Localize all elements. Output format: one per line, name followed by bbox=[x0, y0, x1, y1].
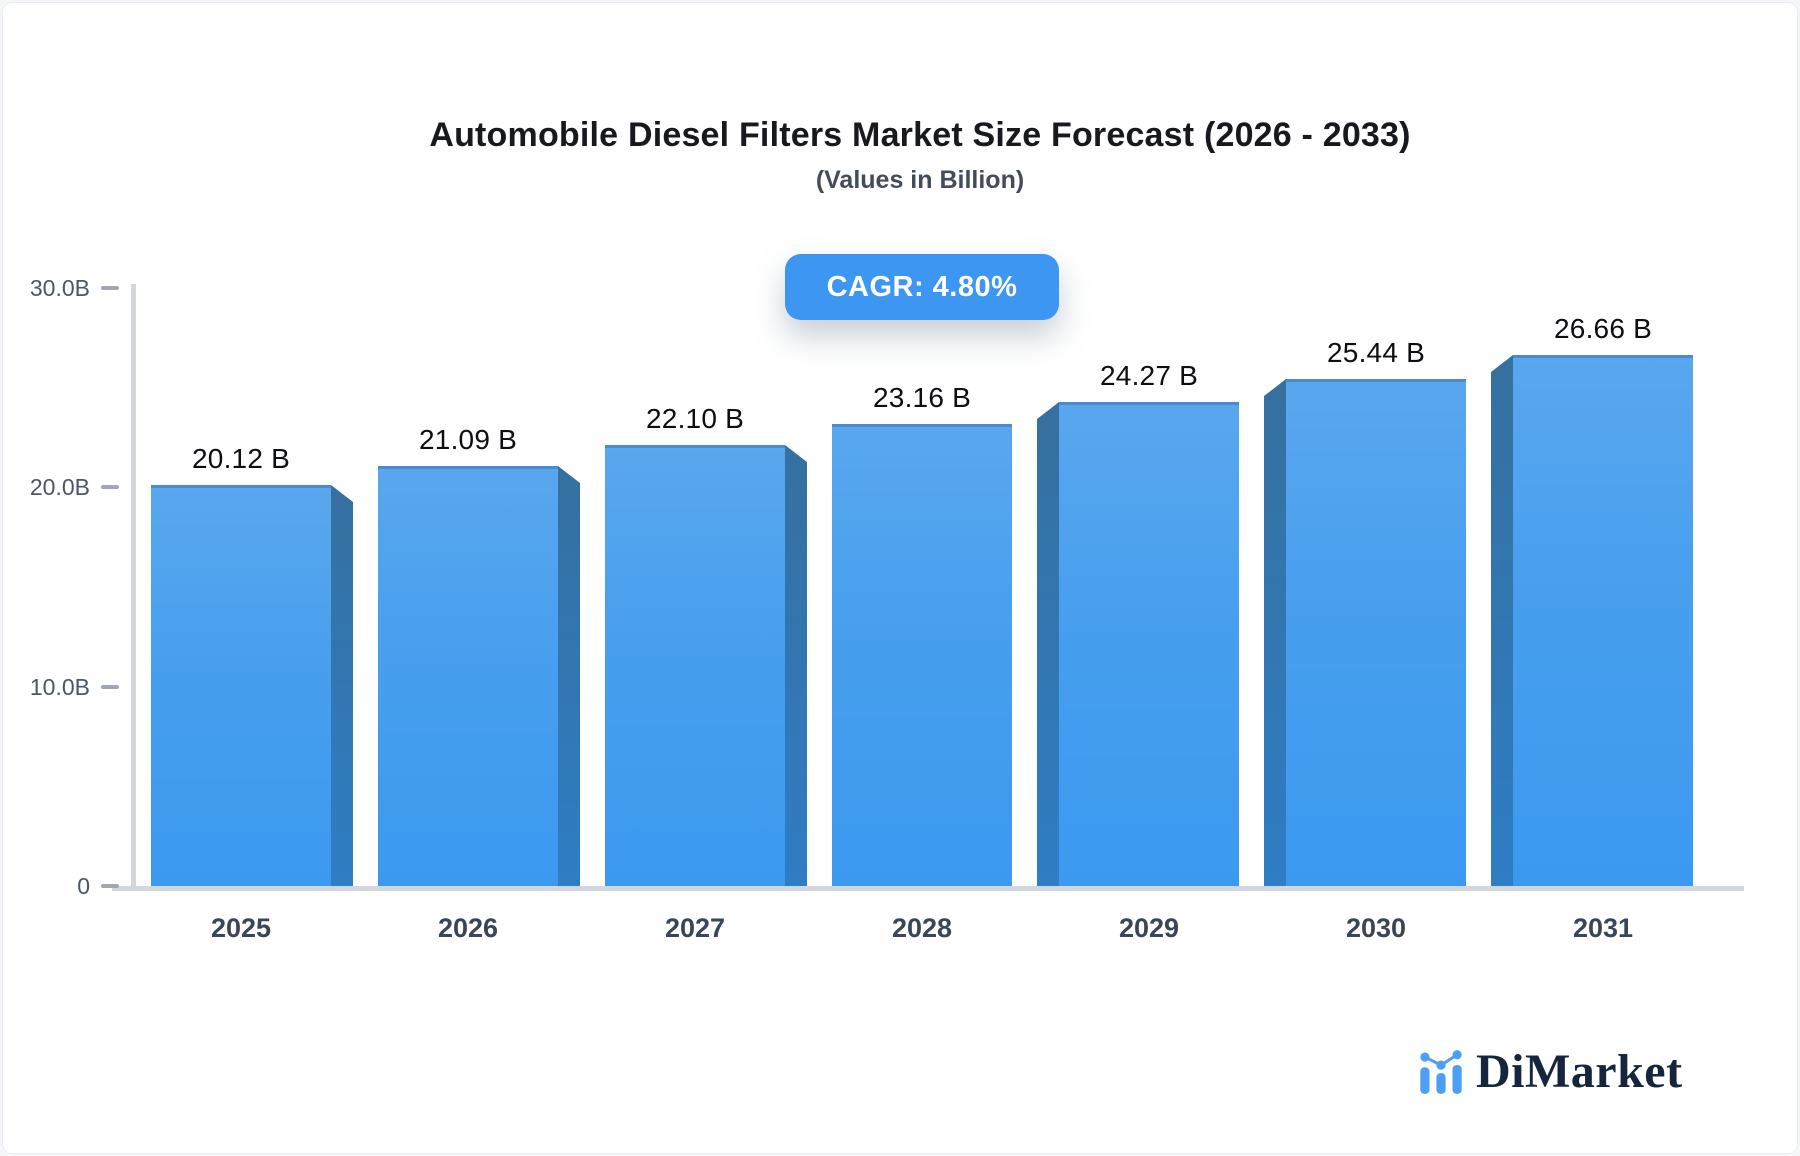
y-tick-label: 10.0B bbox=[29, 673, 90, 700]
x-axis-label: 2029 bbox=[1118, 913, 1180, 943]
bar-value-label: 22.10 B bbox=[646, 403, 744, 434]
y-tick-label: 20.0B bbox=[29, 474, 90, 501]
bar-2025 bbox=[151, 485, 331, 886]
x-axis-label: 2030 bbox=[1345, 913, 1407, 943]
mini-bar-chart-icon bbox=[1420, 1049, 1462, 1094]
bar-side-2029 bbox=[1037, 402, 1059, 886]
bar-value-label: 25.44 B bbox=[1327, 337, 1425, 368]
chart-header: Automobile Diesel Filters Market Size Fo… bbox=[0, 0, 1800, 196]
bar-value-label: 21.09 B bbox=[419, 424, 517, 455]
x-axis-label: 2025 bbox=[210, 913, 272, 943]
bar-value-label: 23.16 B bbox=[873, 382, 971, 413]
bar-2030 bbox=[1286, 379, 1466, 886]
brand-logo: DiMarket bbox=[1418, 1044, 1683, 1099]
bar-2029 bbox=[1059, 402, 1239, 886]
bar-value-label: 24.27 B bbox=[1100, 360, 1198, 391]
x-axis-label: 2031 bbox=[1572, 913, 1634, 943]
brand-name: DiMarket bbox=[1476, 1045, 1683, 1098]
y-tick-mark bbox=[101, 884, 119, 888]
bar-side-2025 bbox=[331, 485, 353, 886]
cagr-badge: CAGR: 4.80% bbox=[785, 254, 1059, 320]
bar-side-2030 bbox=[1264, 379, 1286, 886]
x-axis-label: 2028 bbox=[891, 913, 953, 943]
y-tick-label: 0 bbox=[77, 873, 90, 899]
x-axis-label: 2027 bbox=[664, 913, 726, 943]
y-tick-label: 30.0B bbox=[29, 275, 90, 301]
bar-2026 bbox=[378, 466, 558, 886]
bar-value-label: 26.66 B bbox=[1554, 313, 1652, 344]
bar-side-2026 bbox=[558, 466, 580, 886]
y-tick-mark bbox=[101, 684, 119, 689]
y-axis-line bbox=[131, 284, 136, 890]
y-tick-mark bbox=[101, 485, 119, 490]
chart-subtitle: (Values in Billion) bbox=[815, 166, 1025, 194]
bar-2028 bbox=[832, 424, 1012, 886]
x-axis-line bbox=[112, 886, 1744, 891]
y-tick-mark bbox=[101, 286, 119, 290]
bar-2027 bbox=[605, 445, 785, 886]
chart-title: Automobile Diesel Filters Market Size Fo… bbox=[429, 116, 1411, 154]
bar-side-2031 bbox=[1491, 355, 1513, 886]
x-axis-label: 2026 bbox=[437, 913, 499, 943]
bar-2031 bbox=[1513, 355, 1693, 886]
bar-side-2027 bbox=[785, 445, 807, 886]
bar-value-label: 20.12 B bbox=[192, 443, 290, 474]
